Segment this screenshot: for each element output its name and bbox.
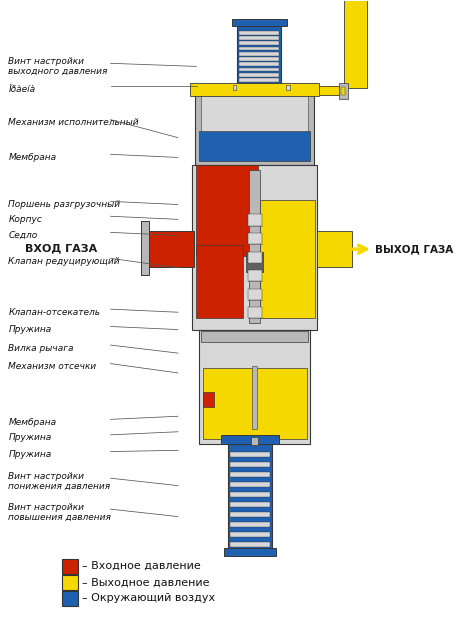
Bar — [224, 548, 276, 555]
Text: Мембрана: Мембрана — [9, 418, 56, 427]
Text: Клапан-отсекатель: Клапан-отсекатель — [9, 308, 100, 317]
Bar — [230, 532, 270, 537]
Bar — [230, 482, 270, 487]
Text: Корпус: Корпус — [9, 215, 42, 224]
Bar — [202, 392, 214, 407]
Text: – Входное давление: – Входное давление — [82, 561, 201, 571]
Bar — [249, 170, 260, 323]
Text: Винт настройки
выходного давления: Винт настройки выходного давления — [9, 57, 108, 76]
Text: Пружина: Пружина — [9, 434, 52, 442]
Bar — [202, 368, 307, 439]
Bar — [221, 435, 279, 444]
Text: Мембрана: Мембрана — [9, 153, 56, 162]
Bar — [62, 575, 78, 590]
Text: Седло: Седло — [9, 231, 37, 240]
Bar — [339, 83, 348, 99]
Bar — [192, 165, 317, 330]
Bar — [239, 31, 280, 34]
Bar — [239, 78, 280, 82]
Bar — [228, 444, 272, 549]
Text: ВЫХОД ГАЗА: ВЫХОД ГАЗА — [375, 244, 454, 254]
Text: Винт настройки
понижения давления: Винт настройки понижения давления — [9, 471, 110, 491]
Bar — [229, 84, 290, 93]
Bar — [246, 253, 263, 272]
Bar — [195, 85, 314, 165]
Bar — [344, 0, 367, 88]
Bar — [201, 91, 308, 131]
Text: Механизм отсечки: Механизм отсечки — [9, 362, 97, 371]
Text: Механизм исполнительный: Механизм исполнительный — [9, 118, 139, 128]
Bar — [314, 86, 344, 95]
Polygon shape — [247, 307, 262, 318]
Bar — [190, 83, 319, 96]
Bar — [201, 331, 309, 342]
Bar — [232, 19, 287, 26]
Text: Пружина: Пружина — [9, 450, 52, 459]
Bar — [230, 512, 270, 517]
Bar — [316, 86, 344, 95]
Bar — [230, 522, 270, 527]
Bar — [148, 231, 194, 267]
Bar — [196, 244, 243, 318]
Bar — [239, 36, 280, 40]
Bar — [230, 471, 270, 476]
Polygon shape — [247, 251, 262, 262]
Bar — [286, 85, 290, 90]
Bar — [260, 200, 315, 318]
Text: – Выходное давление: – Выходное давление — [82, 577, 210, 587]
Bar — [230, 452, 270, 457]
Bar — [233, 85, 236, 90]
Text: Поршень разгрузочный: Поршень разгрузочный — [9, 200, 120, 209]
Bar — [230, 462, 270, 466]
Bar — [317, 231, 352, 267]
Bar — [237, 26, 281, 85]
Bar — [62, 591, 78, 606]
Bar — [216, 425, 283, 555]
Bar — [199, 131, 310, 160]
Text: Винт настройки
повышения давления: Винт настройки повышения давления — [9, 503, 111, 522]
Bar — [239, 73, 280, 77]
Bar — [252, 366, 257, 429]
Polygon shape — [247, 289, 262, 300]
Text: Ïðàeíà: Ïðàeíà — [9, 85, 36, 94]
Bar — [196, 165, 258, 256]
Polygon shape — [247, 233, 262, 244]
Bar — [239, 47, 280, 50]
Bar — [251, 437, 258, 445]
Bar — [239, 62, 280, 66]
Text: – Окружающий воздух: – Окружающий воздух — [82, 593, 215, 603]
Bar — [141, 221, 149, 276]
Bar — [199, 330, 310, 444]
Bar — [239, 52, 280, 55]
Bar — [230, 542, 270, 547]
Polygon shape — [247, 270, 262, 281]
Bar — [230, 502, 270, 507]
Bar — [239, 68, 280, 72]
Text: Клапан редуцирующий: Клапан редуцирующий — [9, 257, 120, 266]
Bar — [62, 559, 78, 573]
Bar — [239, 57, 280, 61]
Bar — [239, 41, 280, 45]
Bar — [230, 492, 270, 497]
Text: ВХОД ГАЗА: ВХОД ГАЗА — [25, 243, 97, 253]
Text: Вилка рычага: Вилка рычага — [9, 343, 74, 353]
Bar — [341, 87, 346, 95]
Text: Пружина: Пружина — [9, 325, 52, 334]
Polygon shape — [247, 215, 262, 226]
